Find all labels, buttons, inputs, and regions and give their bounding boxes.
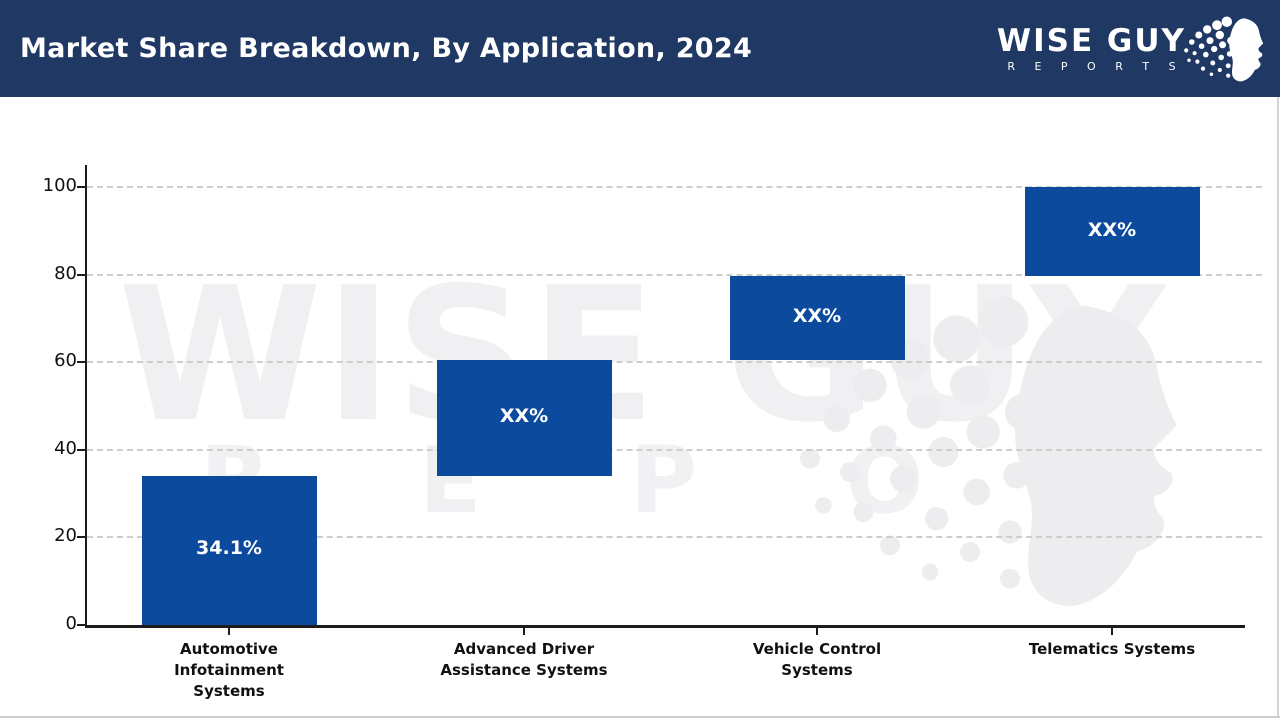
- wise-guy-logo: WISE GUY R E P O R T S: [997, 11, 1266, 87]
- chart-title: Market Share Breakdown, By Application, …: [20, 33, 753, 64]
- y-tick-label-60: 60: [54, 350, 77, 372]
- x-axis-line: [85, 625, 1245, 628]
- bar-value-label-4: XX%: [1087, 218, 1137, 241]
- y-tick-label-100: 100: [42, 175, 77, 196]
- category-label-4: Telematics Systems: [1028, 640, 1196, 658]
- x-tick-mark-1: [228, 628, 230, 635]
- right-frame-line: [1277, 97, 1279, 716]
- bar-value-label-1: 34.1%: [196, 537, 262, 560]
- gridline-80: [87, 273, 1262, 276]
- category-label-2: Advanced Driver Assistance Systems: [440, 640, 608, 679]
- bar-segment-1: [141, 475, 317, 625]
- gridline-100: [87, 186, 1262, 188]
- y-tick-label-20: 20: [54, 525, 77, 547]
- category-label-3: Vehicle Control Systems: [752, 640, 882, 679]
- logo-sub-text: R E P O R T S: [1007, 59, 1184, 73]
- category-label-1: Automotive Infotainment Systems: [174, 640, 284, 700]
- y-tick-mark-0: [77, 624, 85, 626]
- y-tick-mark-80: [77, 273, 85, 276]
- gridline-20: [87, 536, 1262, 539]
- bottom-frame-line: [0, 716, 1280, 718]
- x-tick-mark-3: [816, 628, 818, 635]
- bar-segment-3: [729, 276, 905, 360]
- logo-brand-text: WISE GUY: [996, 22, 1186, 59]
- bar-segment-4: [1024, 187, 1200, 277]
- y-tick-label-0: 0: [65, 613, 77, 634]
- x-tick-mark-4: [1111, 628, 1113, 635]
- y-tick-label-80: 80: [54, 262, 77, 284]
- bar-value-label-3: XX%: [792, 305, 842, 328]
- y-axis-line: [85, 165, 87, 627]
- y-tick-mark-100: [77, 186, 85, 188]
- logo-face-icon: [1182, 11, 1266, 87]
- header-bar: Market Share Breakdown, By Application, …: [0, 0, 1280, 97]
- gridline-60: [87, 361, 1262, 364]
- y-tick-label-40: 40: [54, 437, 77, 459]
- y-tick-mark-40: [77, 448, 85, 451]
- bar-value-label-2: XX%: [499, 404, 549, 427]
- x-tick-mark-2: [523, 628, 525, 635]
- gridline-40: [87, 448, 1262, 451]
- chart-canvas: WISE GUY R E P O R T S 02040608010034.1%…: [0, 97, 1280, 720]
- y-tick-mark-20: [77, 536, 85, 539]
- bar-segment-2: [436, 360, 612, 476]
- y-tick-mark-60: [77, 361, 85, 364]
